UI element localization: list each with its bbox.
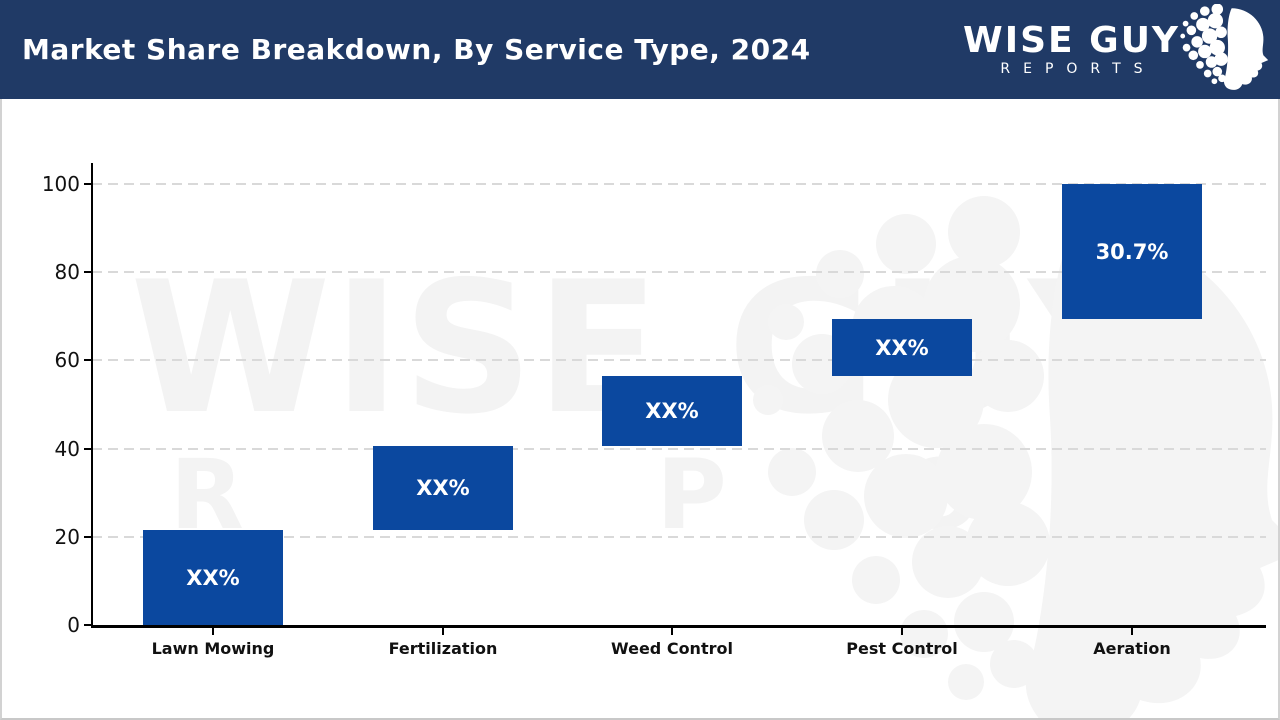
y-tick-label: 80 [54, 260, 80, 285]
bar-weed-control: XX% [602, 376, 742, 446]
x-axis-tick [901, 628, 903, 635]
brand-logo: WISE GUY REPORTS [963, 0, 1272, 99]
x-axis-tick [1131, 628, 1133, 635]
y-tick-label: 20 [54, 524, 80, 549]
gridline [92, 447, 1266, 450]
bar-pest-control: XX% [832, 319, 972, 377]
gridline [92, 183, 1266, 185]
y-axis-tick [84, 447, 91, 450]
page-title: Market Share Breakdown, By Service Type,… [22, 33, 811, 66]
head-profile-icon [1180, 3, 1269, 90]
chart-canvas: WISE GUY R E P O R T S 020406080100XX%La… [0, 99, 1280, 720]
x-axis-tick [671, 628, 673, 635]
bar-aeration: 30.7% [1062, 184, 1202, 320]
y-axis-tick [84, 624, 91, 626]
x-axis-tick [212, 628, 214, 635]
gridline [92, 535, 1266, 538]
bar-value-label: 30.7% [1095, 239, 1169, 264]
x-axis-label: Lawn Mowing [151, 639, 275, 658]
bar-lawn-mowing: XX% [143, 530, 283, 625]
bar-value-label: XX% [186, 565, 240, 590]
x-axis-label: Weed Control [611, 639, 733, 658]
x-axis-line [91, 625, 1266, 628]
x-axis-label: Fertilization [388, 639, 498, 658]
gridline [92, 359, 1266, 362]
bar-value-label: XX% [416, 476, 470, 501]
header-bar: Market Share Breakdown, By Service Type,… [0, 0, 1280, 99]
bar-value-label: XX% [875, 335, 929, 360]
brand-name: WISE GUY [962, 19, 1180, 61]
y-tick-label: 40 [54, 436, 80, 461]
y-axis-tick [84, 535, 91, 538]
y-tick-label: 60 [54, 348, 80, 373]
y-axis-tick [84, 359, 91, 362]
bar-fertilization: XX% [373, 445, 513, 531]
gridline [92, 271, 1266, 274]
y-axis-tick [84, 183, 91, 185]
y-tick-label: 0 [67, 613, 80, 637]
bar-value-label: XX% [645, 399, 699, 424]
brand-subtitle: REPORTS [1000, 61, 1156, 78]
x-axis-label: Aeration [1093, 639, 1171, 658]
x-axis-tick [442, 628, 444, 635]
y-tick-label: 100 [41, 172, 80, 196]
x-axis-label: Pest Control [846, 639, 958, 658]
brand-logo-text: WISE GUY REPORTS [962, 19, 1180, 78]
y-axis-tick [84, 271, 91, 274]
y-axis-line [91, 163, 93, 627]
